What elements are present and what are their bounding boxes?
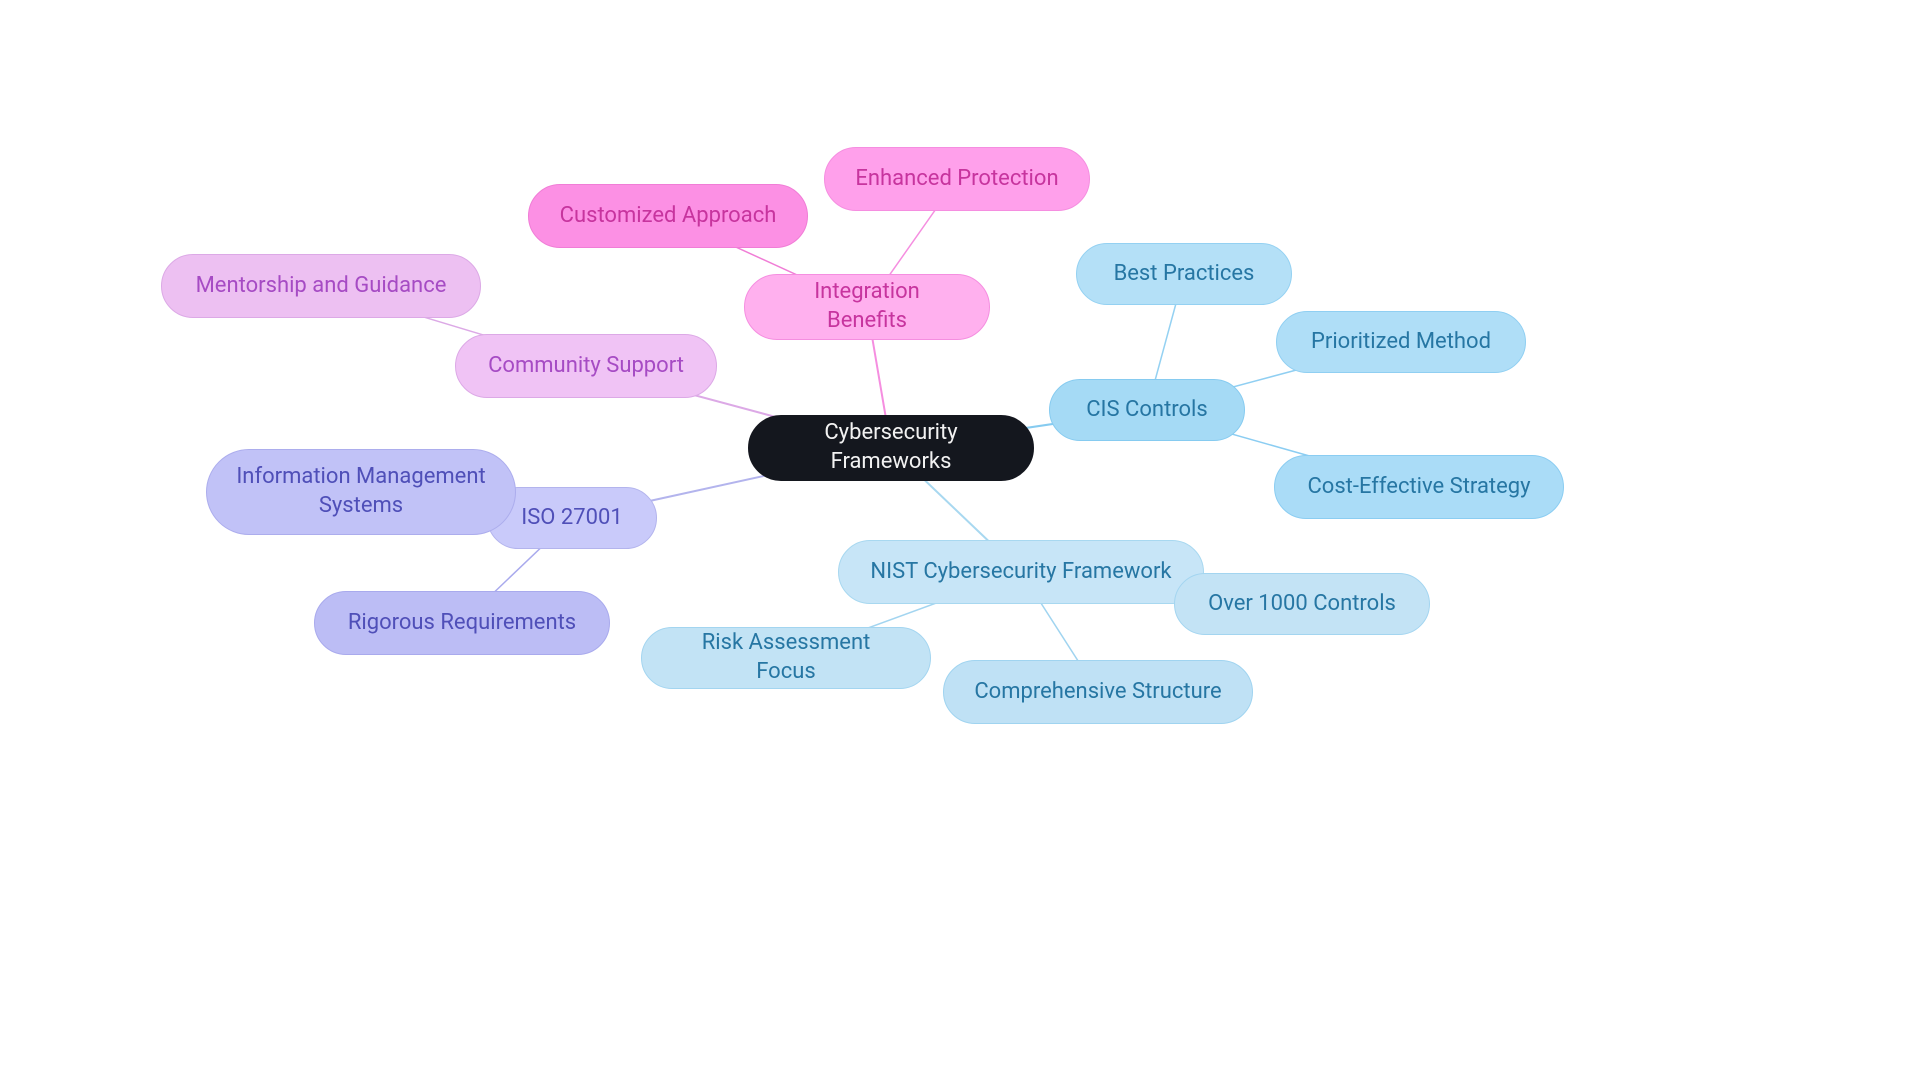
node-comprehensive: Comprehensive Structure <box>943 660 1253 724</box>
mindmap-canvas: Cybersecurity Frameworks Integration Bene… <box>0 0 1920 1083</box>
node-costeffective: Cost-Effective Strategy <box>1274 455 1564 519</box>
node-risk: Risk Assessment Focus <box>641 627 931 689</box>
node-integration: Integration Benefits <box>744 274 990 340</box>
node-enhanced: Enhanced Protection <box>824 147 1090 211</box>
node-ims: Information Management Systems <box>206 449 516 535</box>
node-root: Cybersecurity Frameworks <box>748 415 1034 481</box>
node-nist: NIST Cybersecurity Framework <box>838 540 1204 604</box>
node-best: Best Practices <box>1076 243 1292 305</box>
node-customized: Customized Approach <box>528 184 808 248</box>
node-rigorous: Rigorous Requirements <box>314 591 610 655</box>
node-community: Community Support <box>455 334 717 398</box>
node-cis: CIS Controls <box>1049 379 1245 441</box>
node-over1000: Over 1000 Controls <box>1174 573 1430 635</box>
node-prioritized: Prioritized Method <box>1276 311 1526 373</box>
node-mentorship: Mentorship and Guidance <box>161 254 481 318</box>
